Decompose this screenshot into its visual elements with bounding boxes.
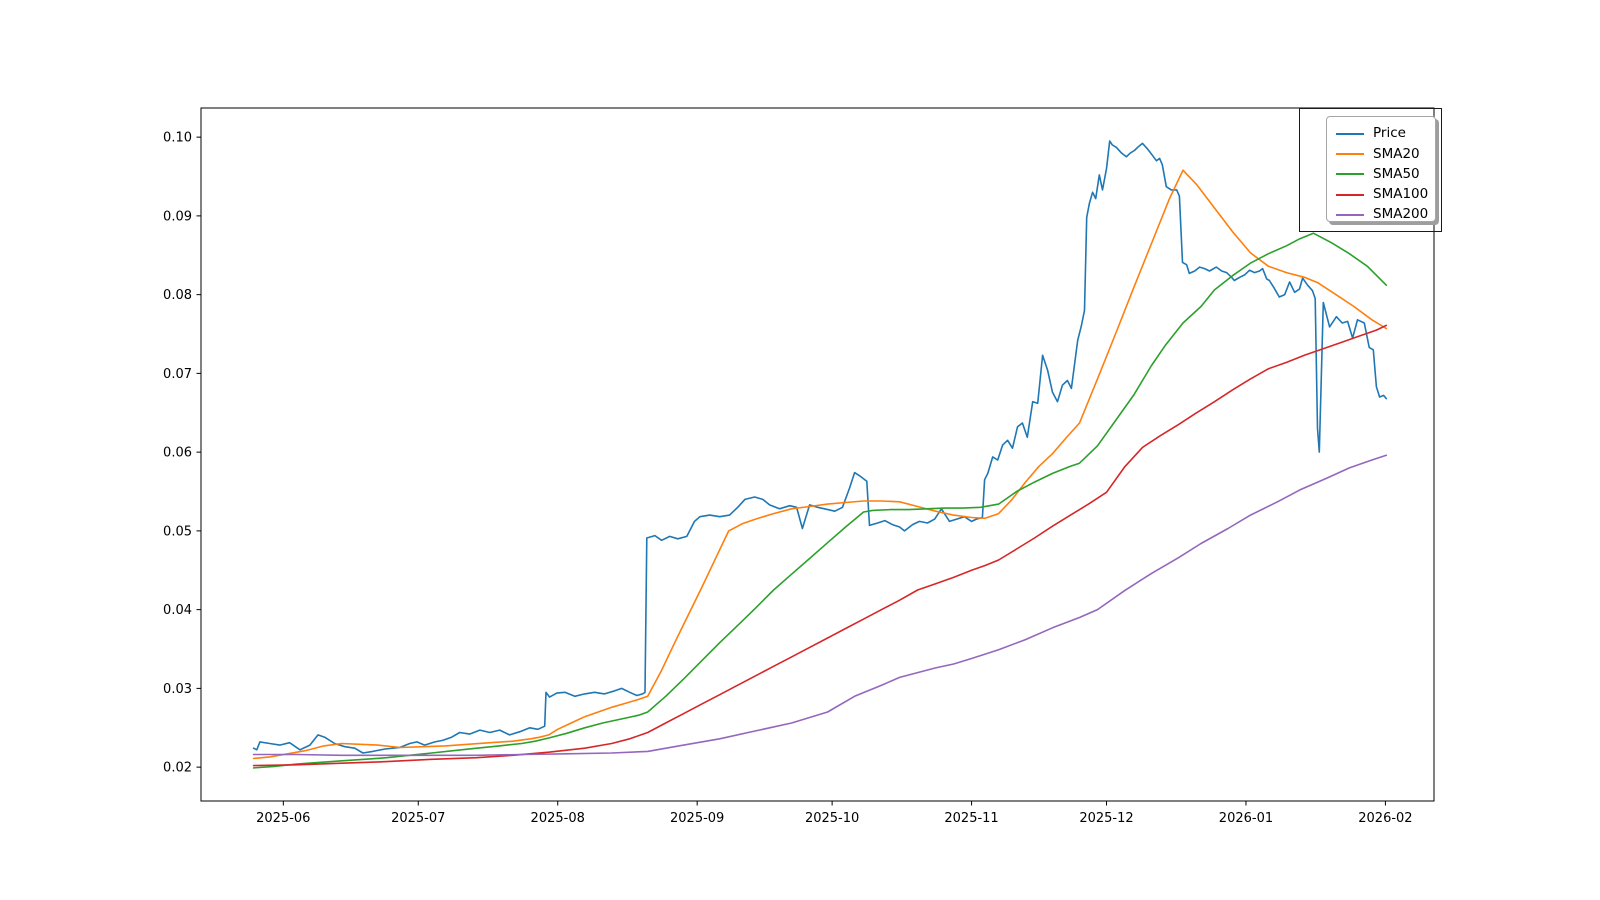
legend-line-swatch-sma100 [1336, 193, 1364, 196]
price-line [252, 140, 1388, 754]
legend-line-swatch-sma50 [1336, 173, 1364, 176]
legend-item-sma100: SMA100 [1336, 185, 1429, 205]
legend-line-swatch-sma200 [1336, 213, 1364, 216]
legend-item-sma200: SMA200 [1336, 205, 1429, 225]
y-tick-label: 0.09 [163, 209, 192, 224]
y-tick-label: 0.07 [163, 367, 192, 382]
sma20-line [252, 169, 1388, 760]
legend: Price SMA20 SMA50 SMA100 SMA200 [1326, 116, 1436, 222]
x-tick-label: 2025-11 [944, 811, 998, 826]
legend-label: Price [1373, 125, 1406, 142]
legend-label: SMA50 [1373, 165, 1420, 182]
legend-frame [1299, 108, 1442, 232]
legend-line-swatch-sma20 [1336, 153, 1364, 156]
x-tick-label: 2025-10 [805, 811, 859, 826]
y-tick-label: 0.05 [163, 524, 192, 539]
legend-item-price: Price [1336, 124, 1425, 144]
x-tick-label: 2025-07 [391, 811, 445, 826]
x-tick-label: 2025-09 [670, 811, 724, 826]
legend-label: SMA100 [1373, 185, 1429, 202]
sma100-line [252, 324, 1388, 767]
legend-item-sma20: SMA20 [1336, 144, 1425, 164]
plot-border [200, 107, 1435, 802]
x-tick-label: 2026-02 [1358, 811, 1412, 826]
legend-label: SMA20 [1373, 145, 1420, 162]
y-tick-label: 0.03 [163, 682, 192, 697]
legend-item-sma50: SMA50 [1336, 164, 1425, 184]
sma200-line [252, 454, 1388, 757]
x-tick-label: 2026-01 [1219, 811, 1273, 826]
y-tick-label: 0.02 [163, 761, 192, 776]
sma50-line [252, 232, 1388, 769]
legend-label: SMA200 [1373, 206, 1429, 223]
x-tick-label: 2025-08 [531, 811, 585, 826]
y-tick-label: 0.04 [163, 603, 192, 618]
y-tick-label: 0.06 [163, 446, 192, 461]
x-tick-label: 2025-06 [256, 811, 310, 826]
legend-line-swatch-price [1336, 133, 1364, 136]
x-tick-label: 2025-12 [1079, 811, 1133, 826]
y-tick-label: 0.10 [163, 131, 192, 146]
y-tick-label: 0.08 [163, 288, 192, 303]
